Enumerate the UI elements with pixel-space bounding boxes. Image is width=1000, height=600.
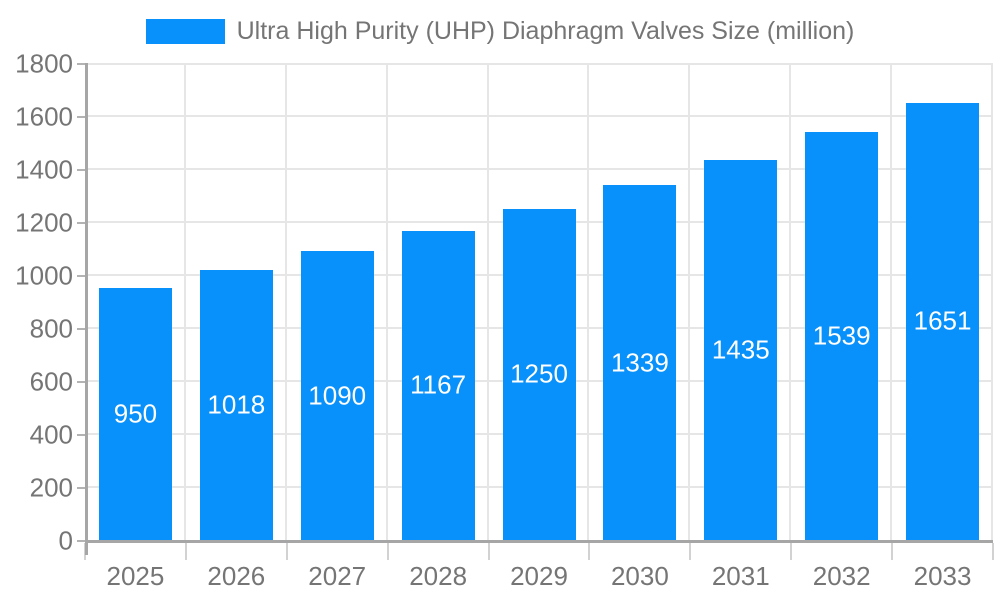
plot-area: 950 1018 1090 1167 1250 1339 1435 1539 1651 [85, 63, 993, 540]
x-axis-tick [285, 543, 288, 560]
y-axis-tick [77, 275, 85, 277]
bar[interactable]: 1250 [502, 208, 576, 540]
y-axis-tick [77, 169, 85, 171]
x-axis-tick [588, 543, 591, 560]
bar-value-label: 1250 [510, 358, 568, 389]
y-axis-label: 1800 [15, 48, 73, 79]
x-axis-label: 2029 [510, 561, 568, 591]
x-axis-line [85, 540, 993, 543]
x-axis-tick [992, 543, 994, 560]
x-axis-tick [386, 543, 389, 560]
x-axis-tick [184, 543, 187, 560]
y-axis-label: 400 [29, 419, 73, 450]
v-gridline [486, 63, 489, 540]
bar-value-label: 1339 [610, 347, 669, 378]
x-axis-tick [689, 543, 692, 560]
y-axis-tick [77, 328, 85, 330]
v-gridline [688, 63, 691, 540]
bar-value-label: 1018 [207, 389, 266, 420]
v-gridline [991, 63, 993, 540]
x-axis-tick [891, 543, 894, 560]
v-gridline [890, 63, 893, 540]
v-gridline [587, 63, 590, 540]
bar[interactable]: 1651 [906, 102, 980, 540]
y-axis-label: 1200 [15, 207, 73, 238]
x-axis-label: 2027 [308, 561, 367, 591]
y-axis-label: 1400 [15, 154, 73, 185]
h-gridline [85, 63, 993, 65]
bar-value-label: 950 [113, 398, 158, 429]
y-axis-label: 200 [29, 472, 73, 503]
x-axis-label: 2031 [711, 561, 770, 591]
y-axis-label: 1600 [15, 101, 73, 132]
v-gridline [385, 63, 388, 540]
x-axis-label: 2033 [913, 561, 972, 591]
y-axis-label: 1000 [15, 260, 73, 291]
legend[interactable]: Ultra High Purity (UHP) Diaphragm Valves… [0, 17, 1000, 46]
y-axis-tick [77, 540, 85, 542]
bar-value-label: 1090 [308, 380, 367, 411]
y-axis-tick [77, 381, 85, 383]
x-axis-label: 2025 [106, 561, 165, 591]
h-gridline [85, 168, 993, 170]
bar[interactable]: 1539 [805, 132, 879, 540]
bar-value-label: 1651 [913, 305, 972, 336]
y-axis-tick [77, 487, 85, 489]
bar[interactable]: 1167 [401, 230, 475, 540]
y-axis-line [85, 63, 88, 555]
y-axis-tick [77, 434, 85, 436]
x-axis-label: 2030 [610, 561, 669, 591]
bar[interactable]: 1018 [199, 270, 273, 540]
x-axis-label: 2028 [409, 561, 468, 591]
y-axis-label: 800 [29, 313, 73, 344]
y-axis-tick [77, 116, 85, 118]
y-axis-label: 0 [58, 525, 73, 556]
legend-swatch-icon [145, 19, 225, 44]
x-axis-tick [790, 543, 793, 560]
bar[interactable]: 1435 [704, 159, 778, 540]
y-axis-tick [77, 222, 85, 224]
bar[interactable]: 1090 [300, 251, 374, 540]
x-axis-label: 2026 [207, 561, 266, 591]
y-axis-tick [77, 63, 85, 65]
bar-value-label: 1435 [711, 334, 770, 365]
bar[interactable]: 950 [98, 288, 172, 540]
v-gridline [789, 63, 792, 540]
x-axis-label: 2032 [812, 561, 871, 591]
v-gridline [284, 63, 287, 540]
bar-value-label: 1539 [812, 320, 871, 351]
v-gridline [183, 63, 186, 540]
bar[interactable]: 1339 [603, 185, 677, 540]
x-axis-tick [487, 543, 490, 560]
bar-value-label: 1167 [410, 369, 467, 400]
legend-label: Ultra High Purity (UHP) Diaphragm Valves… [236, 17, 855, 45]
h-gridline [85, 115, 993, 117]
y-axis-label: 600 [29, 366, 73, 397]
